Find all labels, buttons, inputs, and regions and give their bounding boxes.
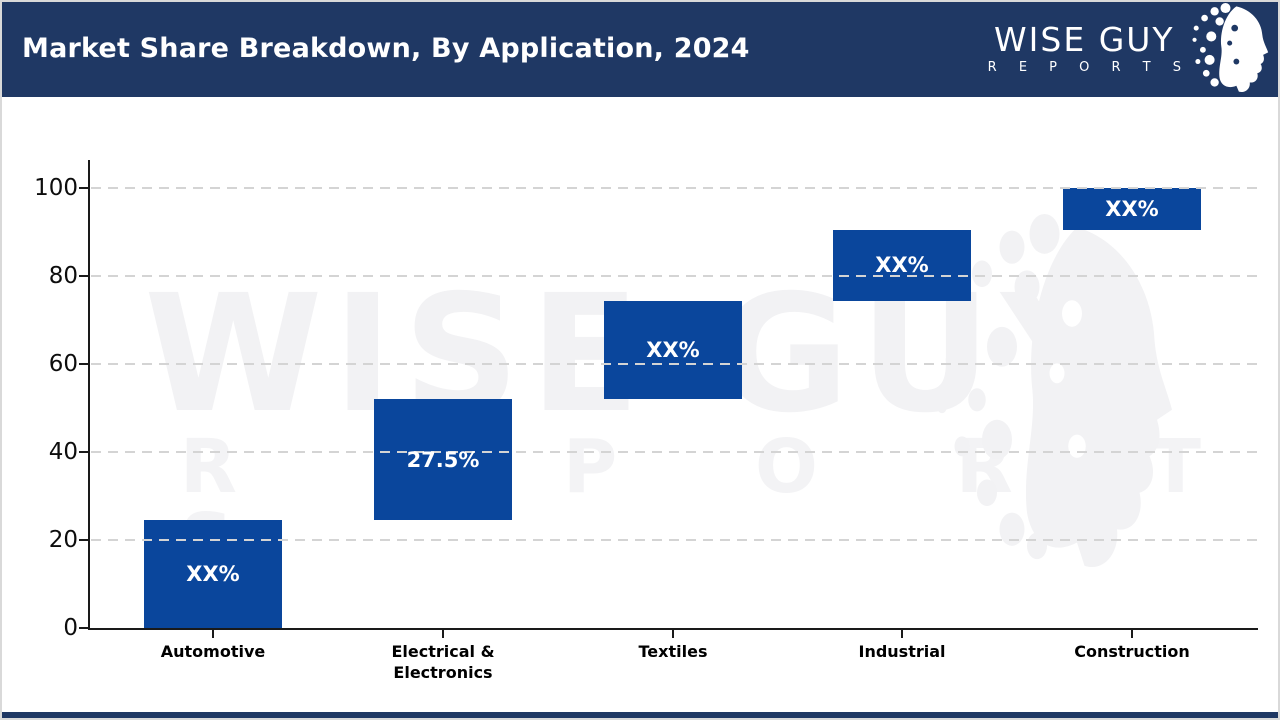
y-tick-label: 60 [48, 351, 78, 377]
bar [604, 301, 742, 400]
bar-value-label: XX% [1105, 196, 1159, 221]
brand-name: WISE GUY [994, 19, 1175, 59]
y-tick-label: 80 [48, 263, 78, 289]
x-axis-label: Automotive [160, 642, 266, 661]
y-axis-line [88, 160, 90, 630]
bar [833, 229, 971, 302]
x-axis-label: Electrical & Electronics [391, 642, 495, 682]
brand-logo: WISE GUY R E P O R T S [979, 2, 1270, 95]
gridline [91, 539, 1259, 541]
footer-bar [2, 712, 1278, 718]
y-tick-mark [79, 363, 88, 365]
y-tick-label: 100 [34, 175, 78, 201]
y-tick-mark [79, 539, 88, 541]
y-tick-label: 0 [63, 615, 78, 641]
x-axis-line [88, 628, 1258, 630]
y-tick-mark [79, 275, 88, 277]
gridline [91, 451, 1259, 453]
x-tick-mark [901, 630, 903, 638]
bar [1063, 188, 1201, 230]
x-tick-mark [442, 630, 444, 638]
x-axis-label: Construction [1074, 642, 1190, 661]
gridline [91, 363, 1259, 365]
bar-value-label: XX% [875, 253, 929, 278]
header: Market Share Breakdown, By Application, … [2, 2, 1278, 97]
x-tick-mark [212, 630, 214, 638]
bar [374, 399, 512, 521]
y-tick-label: 20 [48, 527, 78, 553]
y-tick-mark [79, 627, 88, 629]
y-tick-label: 40 [48, 439, 78, 465]
bar-value-label: XX% [186, 562, 240, 587]
gridline [91, 187, 1259, 189]
x-axis-label: Industrial [858, 642, 946, 661]
bar-value-label: XX% [646, 338, 700, 363]
x-axis-label: Textiles [638, 642, 708, 661]
page-title: Market Share Breakdown, By Application, … [22, 33, 750, 64]
y-tick-mark [79, 451, 88, 453]
brand-subtitle: R E P O R T S [987, 59, 1190, 75]
bar-value-label: 27.5% [406, 447, 480, 472]
gridline [91, 275, 1259, 277]
y-tick-mark [79, 187, 88, 189]
x-tick-mark [672, 630, 674, 638]
x-tick-mark [1131, 630, 1133, 638]
brand-head-icon [1192, 2, 1269, 92]
bar [144, 520, 282, 628]
